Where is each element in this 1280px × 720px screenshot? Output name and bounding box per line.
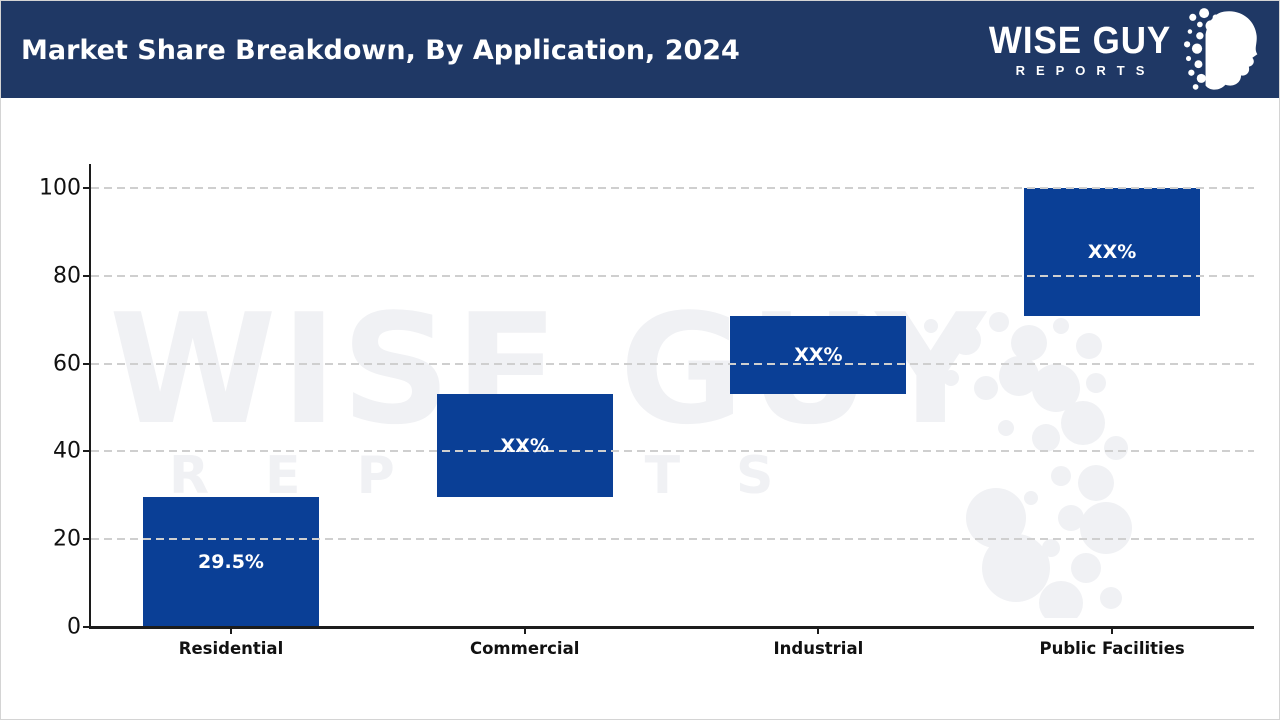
bar-residential [143,497,319,627]
bar-value-label: XX% [500,434,549,457]
y-axis-tick [83,187,91,189]
x-category-label: Industrial [773,639,864,658]
brand-wordmark: WISE GUY REPORTS [981,22,1179,78]
y-axis-tick [83,538,91,541]
x-axis-spine [89,626,1254,629]
y-axis-tick [83,274,91,277]
x-category-label: Public Facilities [1039,639,1185,658]
y-tick-label: 80 [53,263,81,289]
gridline [91,538,1254,541]
gridline [91,450,1254,453]
bar-value-label: XX% [794,344,843,367]
bar-public-facilities [1024,188,1201,317]
brand-logo: WISE GUY REPORTS [981,5,1267,95]
y-tick-label: 20 [53,526,81,552]
gridline [91,274,1254,277]
gridline [91,362,1254,365]
brand-face-icon [1183,8,1258,90]
y-axis-tick [83,450,91,453]
gridline [91,187,1254,189]
y-axis-spine [89,164,91,629]
y-tick-label: 0 [67,614,81,640]
x-axis-tick [230,627,232,634]
brand-subname: REPORTS [1015,63,1156,78]
header-bar: Market Share Breakdown, By Application, … [1,1,1279,98]
x-category-label: Residential [178,639,284,658]
y-axis-tick [83,626,91,628]
chart-title: Market Share Breakdown, By Application, … [21,35,740,66]
x-axis-tick [523,627,526,634]
x-axis-tick [1111,627,1114,634]
x-category-label: Commercial [469,639,580,658]
x-axis-tick [817,627,820,634]
bar-commercial [436,394,613,498]
bar-value-label: 29.5% [198,551,264,574]
y-axis-tick [83,362,91,365]
y-tick-label: 100 [39,175,81,201]
bar-value-label: XX% [1087,241,1137,264]
y-tick-label: 40 [53,438,81,464]
brand-name: WISE GUY [988,20,1172,62]
y-tick-label: 60 [53,351,81,377]
